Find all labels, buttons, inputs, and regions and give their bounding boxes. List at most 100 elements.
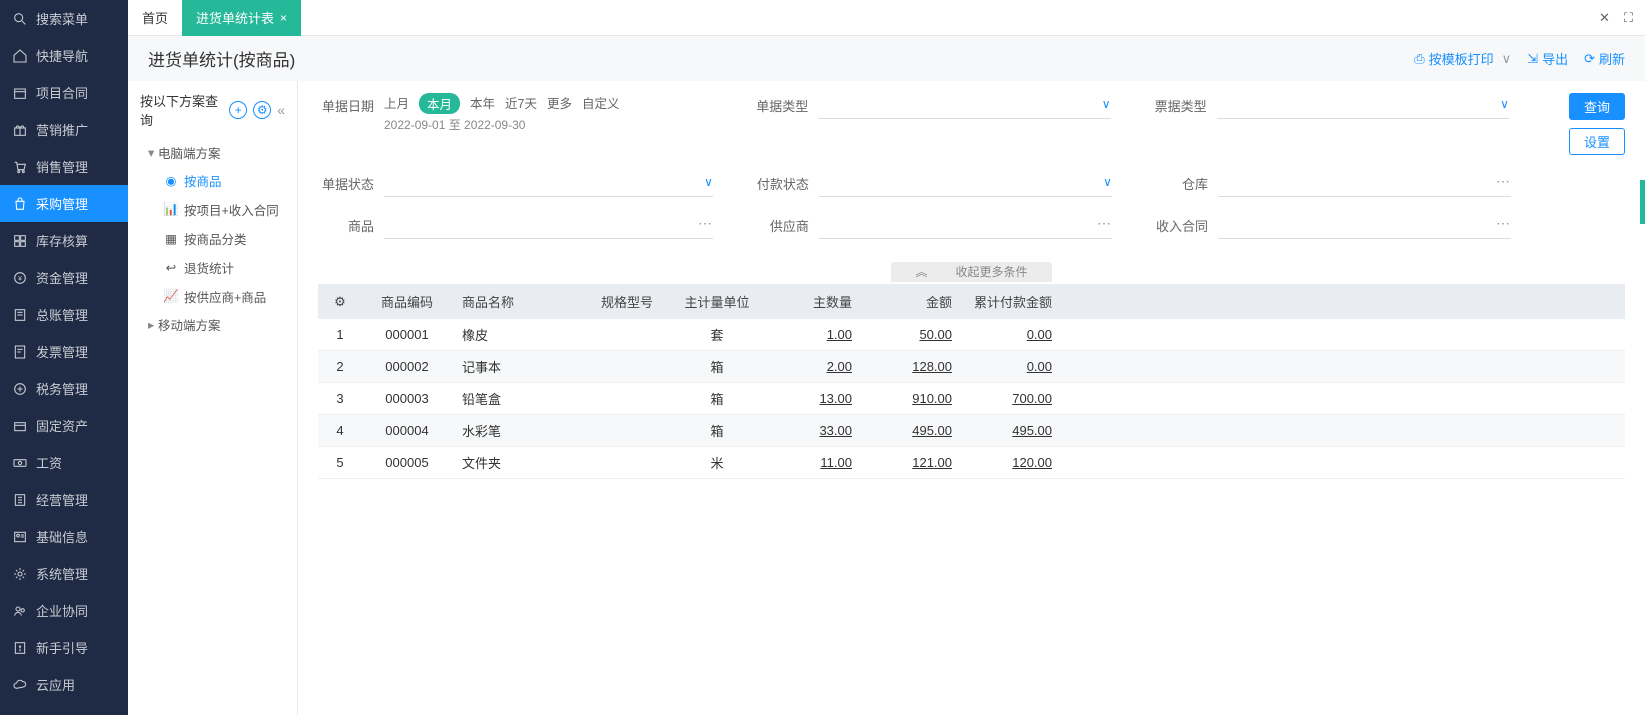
add-scheme-button[interactable]: +: [229, 101, 247, 119]
sidebar-item-2[interactable]: 项目合同: [0, 74, 128, 111]
th-spacer: [1062, 284, 1625, 319]
cell-qty[interactable]: 1.00: [762, 319, 862, 351]
sidebar-item-17[interactable]: 新手引导: [0, 629, 128, 666]
doctype-select[interactable]: ∨: [818, 93, 1110, 119]
th-spec: 规格型号: [582, 284, 672, 319]
cell-unit: 米: [672, 447, 762, 479]
cell-unit: 箱: [672, 351, 762, 383]
sidebar-item-label: 快捷导航: [36, 46, 88, 65]
tree-leaf-0-1[interactable]: 📊按项目+收入合同: [134, 195, 291, 224]
sidebar-item-15[interactable]: 系统管理: [0, 555, 128, 592]
cell-name: 记事本: [452, 351, 582, 383]
tree-group-0[interactable]: ▾电脑端方案: [134, 139, 291, 166]
date-tab[interactable]: 近7天: [505, 93, 537, 114]
docstatus-select[interactable]: ∨: [384, 171, 713, 197]
date-tab[interactable]: 自定义: [582, 93, 620, 114]
chevron-down-icon: ∨: [1102, 97, 1111, 111]
sidebar-item-7[interactable]: ¥资金管理: [0, 259, 128, 296]
tab-close-all-icon[interactable]: ✕: [1599, 10, 1610, 26]
cell-paid[interactable]: 700.00: [962, 383, 1062, 415]
tree-leaf-0-3[interactable]: ↩退货统计: [134, 253, 291, 282]
tree-group-1[interactable]: ▸移动端方案: [134, 311, 291, 338]
sidebar-item-14[interactable]: 基础信息: [0, 518, 128, 555]
cell-name: 水彩笔: [452, 415, 582, 447]
bars-icon: 📈: [164, 290, 178, 304]
date-tab[interactable]: 更多: [547, 93, 572, 114]
sidebar-item-4[interactable]: 销售管理: [0, 148, 128, 185]
tab-stats-label: 进货单统计表: [196, 8, 274, 27]
cell-idx: 4: [318, 415, 362, 447]
paystatus-select[interactable]: ∨: [819, 171, 1112, 197]
export-button[interactable]: ⇲ 导出: [1527, 49, 1568, 68]
cell-qty[interactable]: 2.00: [762, 351, 862, 383]
printer-icon: ⎙: [1414, 51, 1424, 67]
cell-paid[interactable]: 0.00: [962, 319, 1062, 351]
sidebar-item-label: 总账管理: [36, 305, 88, 324]
cell-qty[interactable]: 13.00: [762, 383, 862, 415]
chevron-up-icon: ︽: [903, 262, 939, 282]
date-tab[interactable]: 上月: [384, 93, 409, 114]
sidebar-item-18[interactable]: 云应用: [0, 666, 128, 703]
ledger-icon: [12, 307, 28, 323]
cell-qty[interactable]: 11.00: [762, 447, 862, 479]
warehouse-input[interactable]: ⋯: [1218, 171, 1511, 197]
tab-home[interactable]: 首页: [128, 0, 182, 36]
page-title: 进货单统计(按商品): [148, 46, 295, 71]
table-row[interactable]: 1000001橡皮套1.0050.000.00: [318, 319, 1625, 351]
table-row[interactable]: 5000005文件夹米11.00121.00120.00: [318, 447, 1625, 479]
collapse-filters-button[interactable]: ︽收起更多条件: [891, 262, 1051, 282]
product-input[interactable]: ⋯: [384, 213, 713, 239]
sidebar-item-3[interactable]: 营销推广: [0, 111, 128, 148]
query-button[interactable]: 查询: [1569, 93, 1625, 120]
cell-paid[interactable]: 120.00: [962, 447, 1062, 479]
sidebar-item-0[interactable]: 搜索菜单: [0, 0, 128, 37]
print-button[interactable]: ⎙ 按模板打印 ∨: [1414, 49, 1511, 68]
sidebar-item-label: 发票管理: [36, 342, 88, 361]
main: 首页 进货单统计表 × ✕ ⛶ 进货单统计(按商品) ⎙ 按模板打印 ∨ ⇲: [128, 0, 1645, 715]
date-tab[interactable]: 本年: [470, 93, 495, 114]
sidebar-item-13[interactable]: 经营管理: [0, 481, 128, 518]
cell-paid[interactable]: 0.00: [962, 351, 1062, 383]
setting-button[interactable]: 设置: [1569, 128, 1625, 155]
tickettype-select[interactable]: ∨: [1217, 93, 1509, 119]
scheme-settings-button[interactable]: ⚙: [253, 101, 271, 119]
tab-stats[interactable]: 进货单统计表 ×: [182, 0, 301, 36]
search-icon: [12, 11, 28, 27]
table-row[interactable]: 3000003铅笔盒箱13.00910.00700.00: [318, 383, 1625, 415]
cell-amt[interactable]: 910.00: [862, 383, 962, 415]
sidebar-item-11[interactable]: 固定资产: [0, 407, 128, 444]
sidebar-item-8[interactable]: 总账管理: [0, 296, 128, 333]
chevron-down-icon: ∨: [1502, 51, 1512, 67]
sidebar-item-10[interactable]: 税务管理: [0, 370, 128, 407]
fullscreen-icon[interactable]: ⛶: [1624, 10, 1633, 26]
cell-paid[interactable]: 495.00: [962, 415, 1062, 447]
cell-unit: 套: [672, 319, 762, 351]
sidebar-item-5[interactable]: 采购管理: [0, 185, 128, 222]
date-tab[interactable]: 本月: [419, 93, 460, 114]
sidebar-item-12[interactable]: 工资: [0, 444, 128, 481]
sidebar-item-9[interactable]: 发票管理: [0, 333, 128, 370]
tree-leaf-0-2[interactable]: ▦按商品分类: [134, 224, 291, 253]
cell-amt[interactable]: 121.00: [862, 447, 962, 479]
cell-amt[interactable]: 495.00: [862, 415, 962, 447]
sidebar-item-label: 营销推广: [36, 120, 88, 139]
refresh-button[interactable]: ⟳ 刷新: [1584, 49, 1625, 68]
collapse-panel-icon[interactable]: «: [277, 102, 285, 118]
cell-amt[interactable]: 128.00: [862, 351, 962, 383]
more-icon: ⋯: [1097, 215, 1112, 232]
cell-amt[interactable]: 50.00: [862, 319, 962, 351]
tree-leaf-0-0[interactable]: ◉按商品: [134, 166, 291, 195]
sidebar-item-16[interactable]: 企业协同: [0, 592, 128, 629]
tree-leaf-0-4[interactable]: 📈按供应商+商品: [134, 282, 291, 311]
sidebar-item-6[interactable]: 库存核算: [0, 222, 128, 259]
income-input[interactable]: ⋯: [1218, 213, 1511, 239]
sidebar-item-1[interactable]: 快捷导航: [0, 37, 128, 74]
cell-qty[interactable]: 33.00: [762, 415, 862, 447]
filter-income-label: 收入合同: [1152, 213, 1208, 235]
export-icon: ⇲: [1527, 51, 1538, 67]
table-row[interactable]: 4000004水彩笔箱33.00495.00495.00: [318, 415, 1625, 447]
supplier-input[interactable]: ⋯: [819, 213, 1112, 239]
table-settings-icon[interactable]: ⚙: [318, 284, 362, 319]
close-icon[interactable]: ×: [280, 11, 287, 25]
table-row[interactable]: 2000002记事本箱2.00128.000.00: [318, 351, 1625, 383]
